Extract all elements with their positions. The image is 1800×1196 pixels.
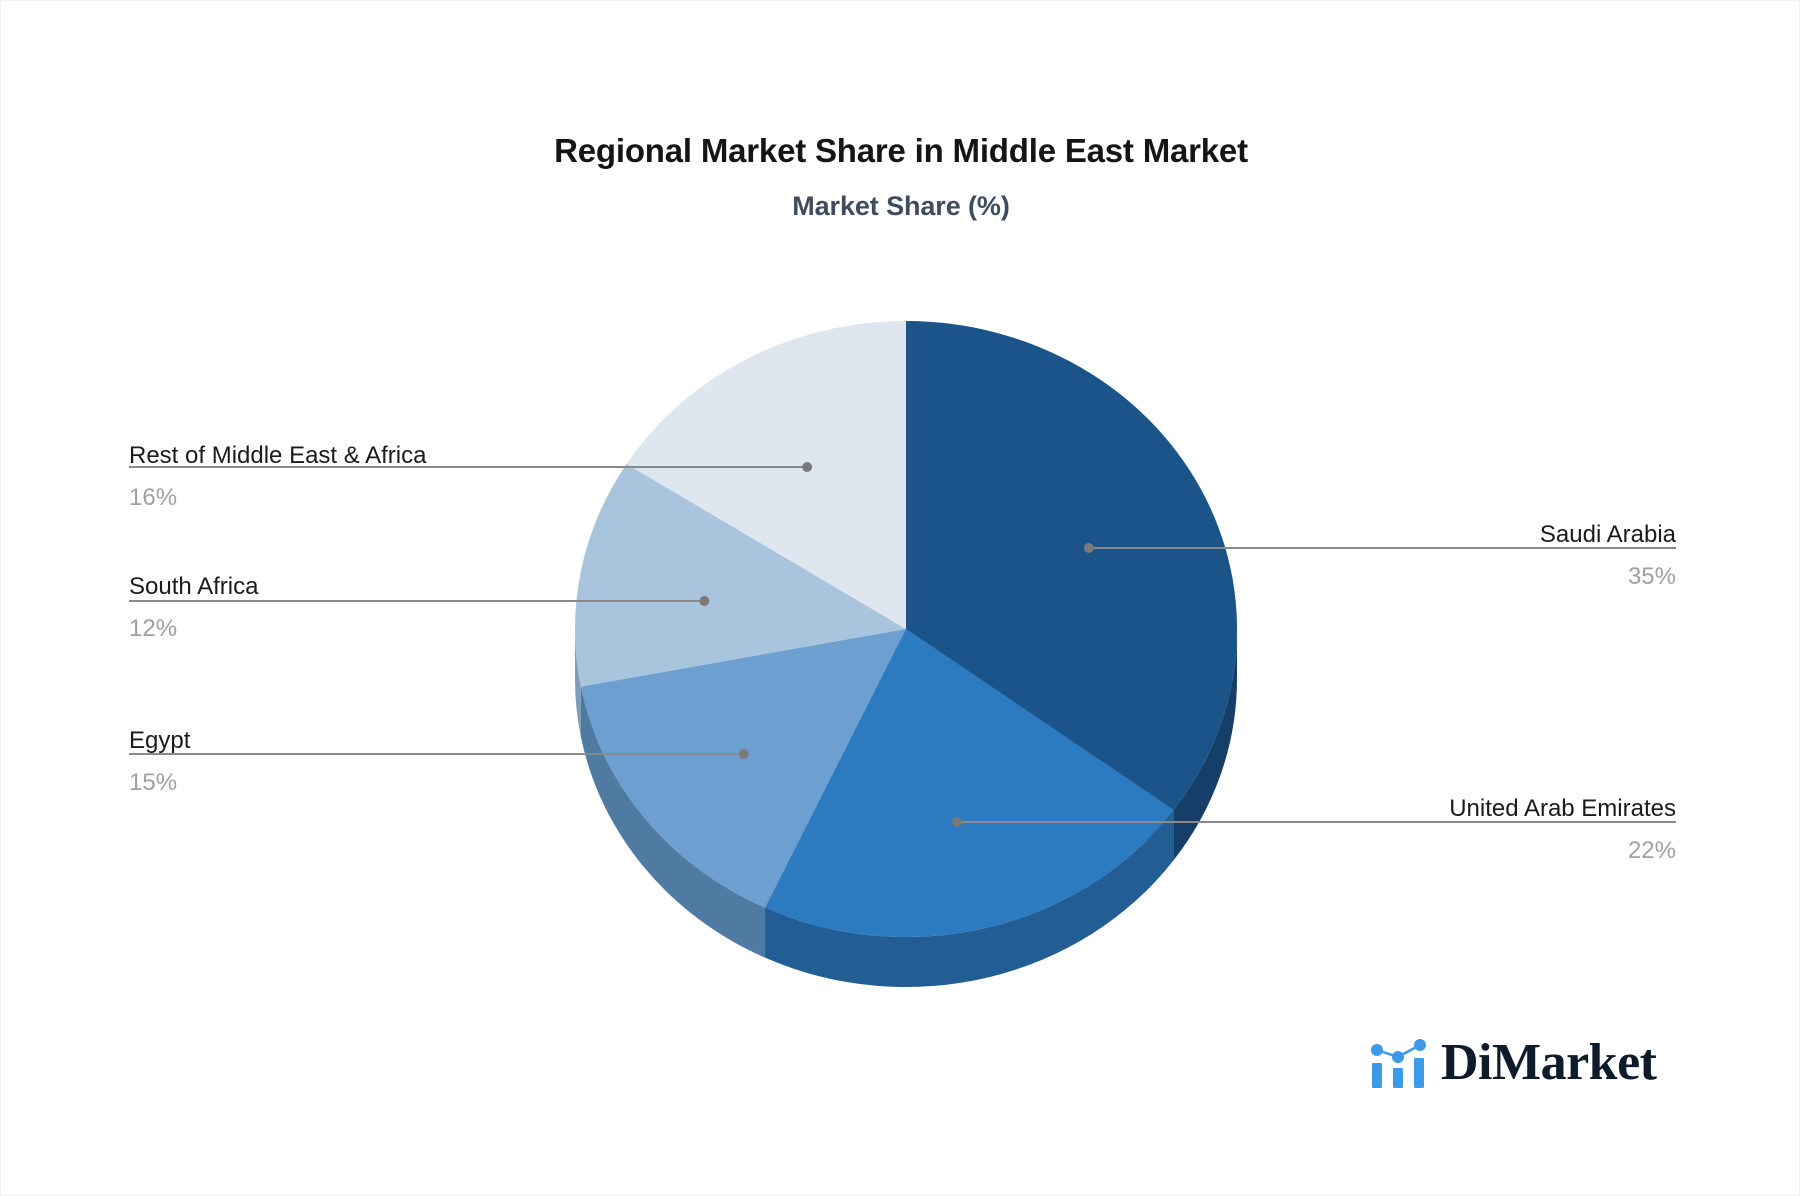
callout-saudi-arabia[interactable]: Saudi Arabia 35% [1076, 520, 1676, 592]
leader-line-dot [952, 817, 963, 827]
leader-line-dot [1083, 543, 1094, 553]
pie-slice[interactable] [765, 629, 1174, 937]
callout-value: 16% [129, 484, 178, 511]
callout-rest-of-middle-east-africa[interactable]: Rest of Middle East & Africa 16% [129, 441, 729, 513]
callout-egypt[interactable]: Egypt 15% [129, 726, 729, 798]
pie-slice[interactable] [906, 321, 1237, 811]
chart-subtitle: Market Share (%) [792, 190, 1010, 221]
callout-label: South Africa [129, 573, 259, 600]
brand-logo: DiMarket [1369, 1034, 1657, 1091]
leader-line-dot [802, 462, 813, 472]
pie-slice-side [575, 629, 581, 737]
pie-slices [575, 321, 1237, 937]
bar-chart-icon [1371, 1039, 1426, 1088]
callout-label: Rest of Middle East & Africa [129, 442, 427, 469]
callout-value: 22% [1627, 837, 1676, 864]
pie-slice[interactable] [580, 629, 906, 908]
pie-slice-side [1173, 629, 1237, 861]
callout-value: 15% [129, 769, 178, 796]
callout-label: Egypt [129, 727, 191, 754]
callout-label: Saudi Arabia [1539, 521, 1676, 548]
page-title: Regional Market Share in Middle East Mar… [554, 132, 1248, 169]
callout-united-arab-emirates[interactable]: United Arab Emirates 22% [1076, 794, 1676, 866]
pie-slice-side [580, 686, 766, 958]
callout-value: 12% [129, 615, 178, 642]
leader-line-dot [738, 749, 749, 759]
leader-lines [129, 462, 1676, 827]
callout-value: 35% [1627, 563, 1676, 590]
pie-slice-side [765, 810, 1174, 987]
title-block: Regional Market Share in Middle East Mar… [1, 131, 1800, 222]
callout-label: United Arab Emirates [1449, 795, 1676, 822]
pie-slice[interactable] [626, 321, 906, 629]
pie-slice[interactable] [575, 463, 906, 687]
brand-name: DiMarket [1441, 1034, 1657, 1091]
callout-south-africa[interactable]: South Africa 12% [129, 572, 729, 644]
leader-line-dot [699, 596, 710, 606]
